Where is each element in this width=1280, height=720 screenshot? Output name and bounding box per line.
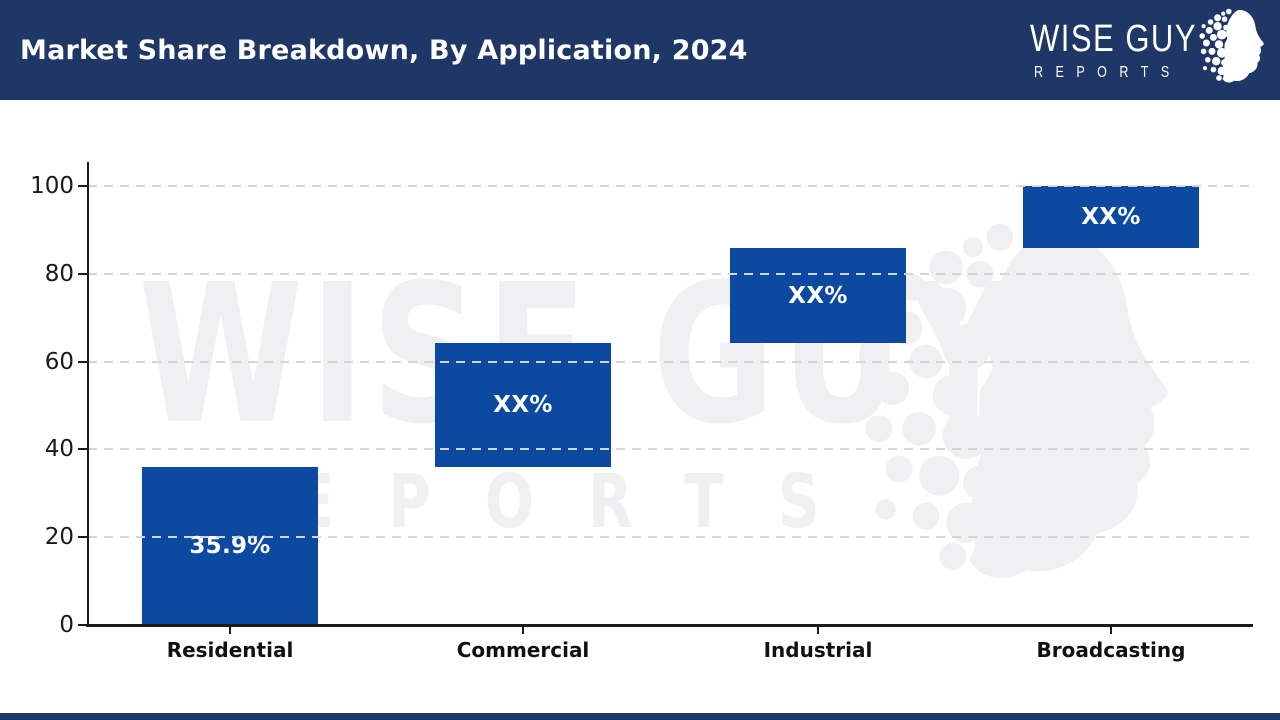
x-tick-label-industrial: Industrial xyxy=(763,638,873,662)
logo-wordmark: WISE GUY xyxy=(1029,17,1197,60)
x-tick-mark xyxy=(522,627,524,634)
wiseguy-logo: WISE GUY REPORTS xyxy=(1030,5,1268,95)
y-tick-label: 60 xyxy=(44,348,74,375)
bar-value-label: XX% xyxy=(493,392,553,419)
x-tick-label-residential: Residential xyxy=(166,638,294,662)
bar-residential: 35.9% xyxy=(142,467,318,625)
y-tick-mark xyxy=(78,448,88,451)
bar-industrial: XX% xyxy=(730,247,906,344)
logo-subtitle: REPORTS xyxy=(1033,63,1182,81)
bar-value-label: XX% xyxy=(1081,203,1141,230)
x-tick-mark xyxy=(1110,627,1112,634)
gridline xyxy=(88,448,1253,451)
y-tick-label: 0 xyxy=(59,612,74,638)
bar-value-label: XX% xyxy=(788,282,848,309)
x-tick-label-broadcasting: Broadcasting xyxy=(1036,638,1186,662)
header-bar: Market Share Breakdown, By Application, … xyxy=(0,0,1280,100)
x-tick-mark xyxy=(229,627,231,634)
gridline xyxy=(88,272,1253,275)
y-tick-mark xyxy=(78,272,88,275)
x-tick-label-commercial: Commercial xyxy=(456,638,590,662)
logo-text: WISE GUY REPORTS xyxy=(1030,20,1197,81)
x-axis-line xyxy=(86,624,1253,627)
gridline xyxy=(88,185,1253,187)
gridline xyxy=(88,536,1253,539)
y-tick-label: 40 xyxy=(44,436,74,463)
bar-commercial: XX% xyxy=(435,343,611,468)
y-tick-mark xyxy=(78,360,88,363)
y-tick-label: 20 xyxy=(44,524,74,551)
y-tick-mark xyxy=(78,536,88,539)
bar-broadcasting: XX% xyxy=(1023,186,1199,248)
y-tick-mark xyxy=(78,624,88,626)
wiseguy-face-icon xyxy=(1199,8,1264,83)
y-axis-line xyxy=(87,162,89,627)
footer-bar xyxy=(0,713,1280,720)
page-title: Market Share Breakdown, By Application, … xyxy=(20,34,748,66)
gridline xyxy=(88,360,1253,363)
x-tick-mark xyxy=(817,627,819,634)
y-tick-mark xyxy=(78,185,88,187)
y-tick-label: 80 xyxy=(44,260,74,287)
y-tick-label: 100 xyxy=(30,173,74,199)
